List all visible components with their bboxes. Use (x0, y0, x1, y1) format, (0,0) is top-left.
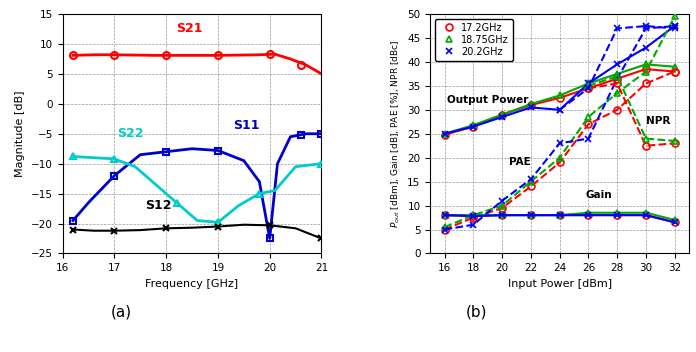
Text: S22: S22 (117, 127, 143, 140)
Text: S12: S12 (145, 199, 172, 212)
Text: (a): (a) (111, 305, 132, 320)
Text: PAE: PAE (509, 157, 531, 167)
Text: (b): (b) (466, 305, 487, 320)
Legend: 17.2GHz, 18.75GHz, 20.2GHz: 17.2GHz, 18.75GHz, 20.2GHz (435, 19, 513, 61)
X-axis label: Input Power [dBm]: Input Power [dBm] (507, 279, 612, 289)
Text: S11: S11 (233, 119, 260, 132)
Y-axis label: $P_{out}$ [dBm], Gain [dB], PAE [%], NPR [dBc]: $P_{out}$ [dBm], Gain [dB], PAE [%], NPR… (389, 40, 402, 228)
Y-axis label: Magnitude [dB]: Magnitude [dB] (15, 90, 25, 177)
X-axis label: Frequency [GHz]: Frequency [GHz] (145, 279, 239, 289)
Text: Gain: Gain (585, 190, 612, 200)
Text: NPR: NPR (646, 116, 670, 126)
Text: Output Power: Output Power (448, 95, 529, 105)
Text: S21: S21 (177, 22, 203, 35)
